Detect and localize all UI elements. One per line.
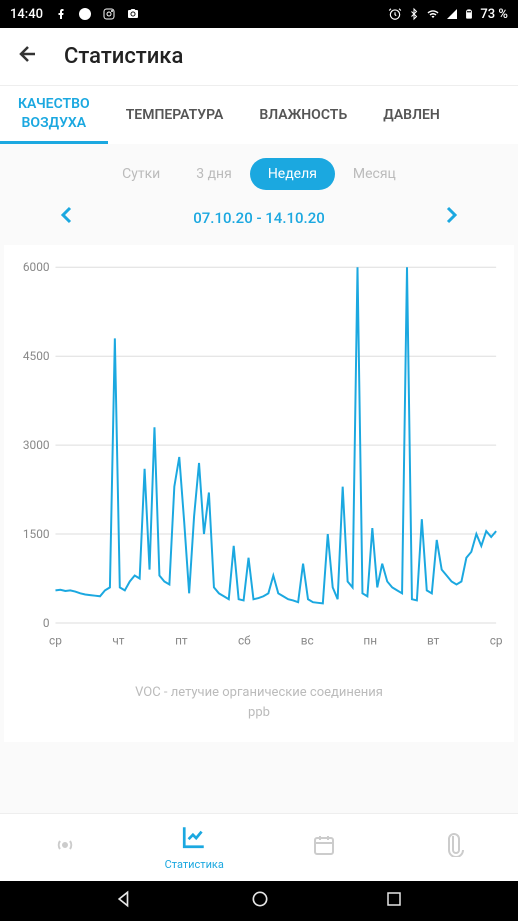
svg-text:сб: сб: [238, 634, 251, 648]
nav-calendar[interactable]: [259, 833, 389, 863]
tab-humidity[interactable]: ВЛАЖНОСТЬ: [241, 86, 365, 144]
svg-text:вт: вт: [427, 634, 440, 648]
svg-text:ср: ср: [49, 634, 62, 648]
battery-percent: 73 %: [480, 7, 508, 22]
svg-text:6000: 6000: [23, 260, 50, 274]
tab-pressure[interactable]: ДАВЛЕН: [365, 86, 458, 144]
period-3days[interactable]: 3 дня: [178, 158, 250, 190]
android-nav-bar: [0, 881, 518, 921]
svg-text:1500: 1500: [23, 527, 50, 541]
tab-temperature[interactable]: ТЕМПЕРАТУРА: [108, 86, 242, 144]
page-title: Статистика: [64, 44, 183, 69]
app-header: Статистика: [0, 28, 518, 86]
wifi-icon: [426, 8, 440, 20]
caption-line2: ppb: [12, 703, 506, 723]
calendar-icon: [312, 833, 336, 863]
android-home[interactable]: [250, 889, 270, 913]
battery-icon: [464, 7, 474, 21]
tab-air-quality[interactable]: КАЧЕСТВО ВОЗДУХА: [0, 86, 108, 144]
period-selector: Сутки 3 дня Неделя Месяц: [0, 144, 518, 198]
period-month[interactable]: Месяц: [335, 158, 414, 190]
nav-statistics-label: Статистика: [165, 858, 224, 871]
svg-text:4500: 4500: [23, 349, 50, 363]
chart-icon: [181, 824, 207, 856]
nav-statistics[interactable]: Статистика: [130, 824, 260, 871]
chart-container: 0 1500 3000 4500 6000 ср чт пт сб вс пн вт ср VOC - …: [4, 245, 514, 742]
svg-text:ср: ср: [490, 634, 503, 648]
period-week[interactable]: Неделя: [250, 158, 335, 190]
svg-text:0: 0: [43, 616, 50, 630]
alarm-icon: [388, 7, 402, 21]
next-date-button[interactable]: [446, 206, 458, 229]
circle-icon: [79, 8, 91, 20]
period-day[interactable]: Сутки: [104, 158, 178, 190]
signal-icon: [446, 8, 458, 20]
camera-icon: [127, 8, 139, 20]
instagram-icon: [103, 8, 115, 20]
prev-date-button[interactable]: [60, 206, 72, 229]
android-status-bar: 14:40 73 %: [0, 0, 518, 28]
nav-attachment[interactable]: [389, 833, 518, 863]
status-time: 14:40: [10, 7, 43, 22]
broadcast-icon: [53, 833, 77, 863]
svg-text:3000: 3000: [23, 438, 50, 452]
chart-caption: VOC - летучие органические соединения pp…: [12, 655, 506, 742]
metric-tabs: КАЧЕСТВО ВОЗДУХА ТЕМПЕРАТУРА ВЛАЖНОСТЬ Д…: [0, 86, 518, 144]
svg-text:чт: чт: [112, 634, 124, 648]
voc-chart: 0 1500 3000 4500 6000 ср чт пт сб вс пн вт ср: [12, 255, 506, 655]
bottom-nav: Статистика: [0, 813, 518, 881]
nav-live[interactable]: [0, 833, 130, 863]
date-range-label: 07.10.20 - 14.10.20: [193, 209, 325, 227]
bluetooth-icon: [408, 7, 420, 21]
android-back[interactable]: [115, 889, 135, 913]
svg-text:пн: пн: [363, 634, 377, 648]
caption-line1: VOC - летучие органические соединения: [12, 683, 506, 703]
date-navigation: 07.10.20 - 14.10.20: [0, 198, 518, 245]
svg-text:пт: пт: [175, 634, 188, 648]
android-recent[interactable]: [385, 890, 403, 912]
back-button[interactable]: [16, 42, 40, 72]
attachment-icon: [441, 833, 465, 863]
svg-text:вс: вс: [301, 634, 314, 648]
facebook-icon: [55, 8, 67, 20]
